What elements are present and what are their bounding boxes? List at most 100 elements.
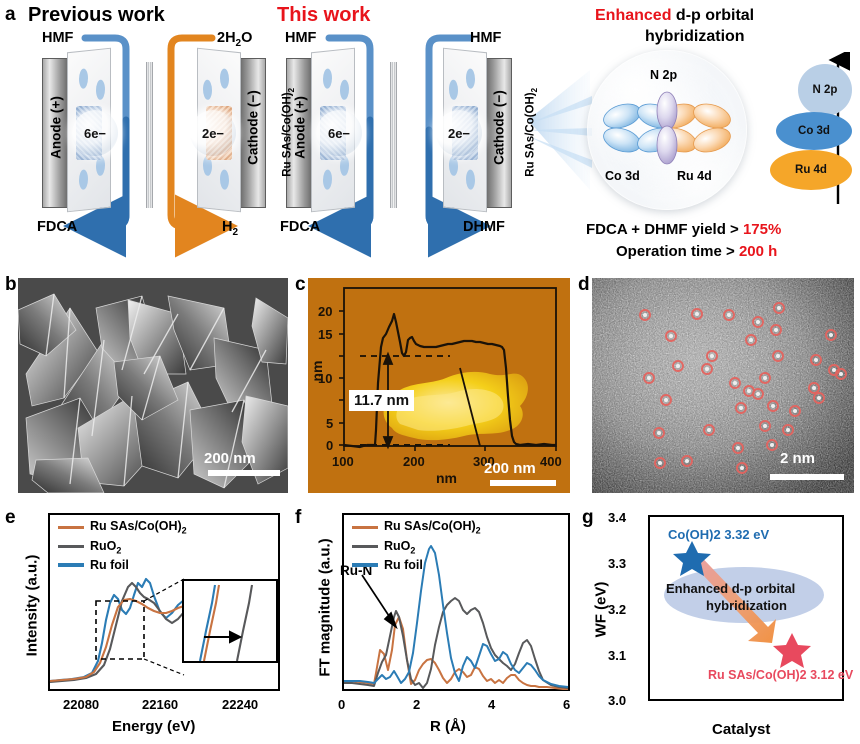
panel-f-plot: Ru-N Ru SAs/Co(OH)2 RuO2 Ru foil 0 2 4 6… bbox=[290, 505, 580, 744]
panel-b-sem-image: 200 nm bbox=[18, 278, 288, 493]
f-xlabel: R (Å) bbox=[430, 718, 466, 735]
e-inset-curves bbox=[198, 584, 254, 661]
summary-time: Operation time > 200 h bbox=[616, 243, 777, 260]
c-xtick-200: 200 bbox=[403, 454, 425, 469]
legend-label-ru-foil: Ru foil bbox=[90, 558, 129, 572]
legend-label-ru-foil: Ru foil bbox=[384, 558, 423, 572]
highlight-rest: d-p orbital bbox=[671, 7, 755, 24]
orbital-label-ru4d: Ru 4d bbox=[677, 169, 712, 183]
electron-bubble: 2e− bbox=[190, 110, 236, 156]
highlight-enhanced: Enhanced bbox=[595, 7, 672, 24]
pore bbox=[203, 79, 212, 101]
panel-e-plot: Ru SAs/Co(OH)2 RuO2 Ru foil 22080 22160 … bbox=[0, 505, 290, 744]
scalebar-c bbox=[490, 480, 556, 486]
highlight-line-1: Enhanced d-p orbital bbox=[595, 7, 755, 25]
legend-label-ru-sas: Ru SAs/Co(OH)2 bbox=[384, 519, 481, 536]
molecule-hmf-in-1: HMF bbox=[42, 30, 74, 46]
c-ytick-5: 5 bbox=[326, 416, 334, 431]
scalebar-label-c: 200 nm bbox=[484, 460, 536, 477]
f-curves bbox=[344, 545, 569, 690]
pore bbox=[96, 79, 105, 101]
f-xtick-2: 2 bbox=[413, 697, 421, 712]
g-ellipse-text-1: Enhanced d-p orbital bbox=[666, 581, 796, 596]
molecule-dhmf-out: DHMF bbox=[463, 219, 505, 235]
pore bbox=[449, 79, 458, 101]
c-ytick-20: 20 bbox=[318, 304, 333, 319]
legend-swatch-ruo2 bbox=[352, 545, 378, 549]
electron-bubble: 6e− bbox=[72, 110, 118, 156]
panel-g-plot: Co(OH)2 3.32 eV Ru SAs/Co(OH)2 3.12 eV E… bbox=[580, 505, 860, 744]
title-this-work: This work bbox=[277, 4, 371, 26]
summary-time-text: Operation time > bbox=[616, 243, 739, 260]
orbital-lobes bbox=[603, 91, 731, 165]
g-ellipse-text-2: hybridization bbox=[706, 598, 787, 613]
sem-nanosheets bbox=[18, 278, 288, 493]
c-ytick-15: 15 bbox=[318, 327, 333, 342]
orbital-label-n2p: N 2p bbox=[650, 68, 678, 82]
c-xtick-400: 400 bbox=[540, 454, 562, 469]
highlight-line-2: hybridization bbox=[645, 28, 745, 45]
c-ylabel: nm bbox=[309, 360, 325, 382]
panel-letter-d: d bbox=[578, 274, 590, 295]
title-previous-work: Previous work bbox=[28, 4, 165, 26]
scalebar-b bbox=[208, 470, 280, 476]
separator-membrane-3 bbox=[390, 62, 397, 208]
molecule-h2-out: H2 bbox=[222, 219, 239, 238]
electrode-label: Cathode (−) bbox=[491, 90, 507, 165]
orbital-hybridization-sphere: N 2p Co 3d Ru 4d bbox=[587, 50, 747, 210]
molecule-hmf-in-3: HMF bbox=[470, 30, 502, 46]
e-xlabel: Energy (eV) bbox=[112, 718, 196, 735]
stem-atoms bbox=[592, 278, 854, 493]
star-ru-sas bbox=[773, 633, 811, 668]
star-co-oh-2 bbox=[673, 541, 711, 576]
e-xtick-0: 22080 bbox=[63, 697, 100, 712]
pore bbox=[323, 169, 332, 191]
scalebar-d bbox=[770, 474, 844, 480]
level-n2p: N 2p bbox=[798, 64, 852, 116]
molecule-fdca-out-2: FDCA bbox=[280, 219, 321, 235]
f-xtick-6: 6 bbox=[563, 697, 571, 712]
c-xlabel: nm bbox=[436, 470, 457, 486]
c-ytick-0: 0 bbox=[326, 438, 334, 453]
legend-swatch-ruo2 bbox=[58, 545, 84, 549]
panel-a: a Previous work This work bbox=[0, 0, 860, 268]
summary-yield-text: FDCA + DHMF yield > bbox=[586, 221, 743, 238]
e-inset-box bbox=[182, 579, 278, 663]
g-point-label-ru: Ru SAs/Co(OH)2 3.12 eV bbox=[708, 668, 854, 682]
separator-membrane-1 bbox=[146, 62, 153, 208]
e-legend: Ru SAs/Co(OH)2 RuO2 Ru foil bbox=[58, 519, 187, 575]
pore bbox=[220, 169, 229, 191]
electrode-label: Anode (+) bbox=[48, 96, 64, 159]
e-legend-item-0: Ru SAs/Co(OH)2 bbox=[58, 519, 187, 536]
panel-letter-e: e bbox=[5, 507, 16, 528]
electrode-metal bbox=[286, 58, 312, 208]
g-ytick-3.3: 3.3 bbox=[608, 556, 627, 571]
legend-label-ru-sas: Ru SAs/Co(OH)2 bbox=[90, 519, 187, 536]
legend-swatch-ru-sas bbox=[352, 525, 378, 529]
electrode-body: Anode (+) 6e− bbox=[286, 47, 362, 213]
panel-letter-c: c bbox=[295, 274, 306, 295]
pore bbox=[466, 68, 475, 90]
electrode-label: Cathode (−) bbox=[245, 90, 261, 165]
g-xlabel: Catalyst bbox=[712, 721, 771, 738]
summary-yield: FDCA + DHMF yield > 175% bbox=[586, 221, 781, 238]
e-legend-item-2: Ru foil bbox=[58, 558, 187, 572]
n-2p-orbital bbox=[656, 91, 678, 165]
g-ytick-3.0: 3.0 bbox=[608, 693, 627, 708]
electron-bubble: 2e− bbox=[436, 110, 482, 156]
afm-profile-plot bbox=[308, 278, 570, 493]
legend-swatch-ru-foil bbox=[352, 563, 378, 567]
pore bbox=[466, 169, 475, 191]
e-xtick-1: 22160 bbox=[142, 697, 179, 712]
legend-swatch-ru-sas bbox=[58, 525, 84, 529]
g-ytick-3.4: 3.4 bbox=[608, 510, 627, 525]
legend-swatch-ru-foil bbox=[58, 563, 84, 567]
molecule-water-in: 2H2O bbox=[217, 30, 253, 49]
scalebar-label-d: 2 nm bbox=[780, 450, 816, 467]
g-point-label-co: Co(OH)2 3.32 eV bbox=[668, 527, 770, 542]
level-ru4d: Ru 4d bbox=[770, 150, 852, 190]
e-xtick-2: 22240 bbox=[222, 697, 259, 712]
c-ytick-10: 10 bbox=[318, 371, 333, 386]
g-ytick-3.2: 3.2 bbox=[608, 602, 627, 617]
f-xtick-4: 4 bbox=[488, 697, 496, 712]
